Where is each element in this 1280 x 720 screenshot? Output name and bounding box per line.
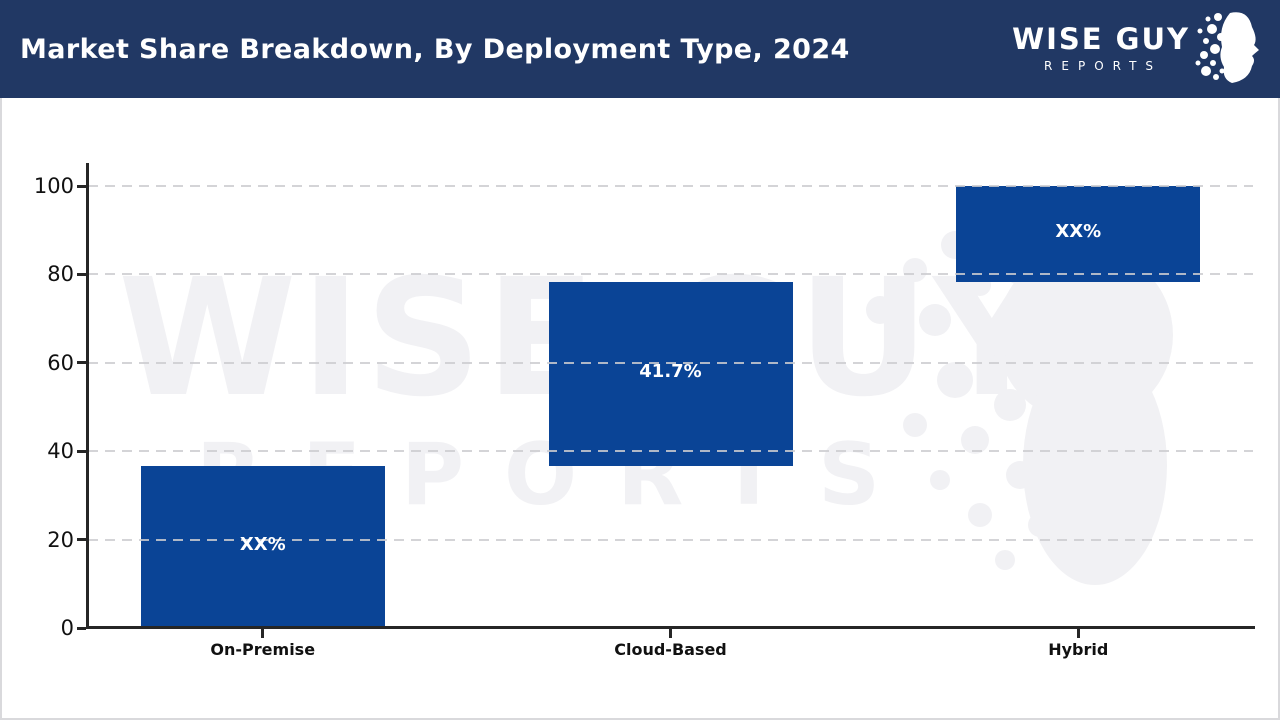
logo-head-icon [1195, 12, 1259, 83]
y-tick-label: 40 [47, 439, 74, 464]
y-tick [77, 272, 86, 276]
bar-value-label: 41.7% [639, 361, 702, 383]
bar-cloud-based [548, 281, 793, 467]
x-axis-line [88, 626, 1255, 629]
wiseguy-logo: WISE GUY REPORTS [1012, 7, 1266, 91]
gridline-100 [88, 185, 1253, 187]
x-tick [669, 629, 672, 638]
gridline-60 [88, 361, 1253, 364]
y-tick [77, 626, 86, 630]
y-tick [77, 184, 86, 188]
y-tick-label: 60 [47, 350, 74, 375]
y-tick [77, 449, 86, 453]
y-tick-label: 80 [47, 262, 74, 287]
header-bar: Market Share Breakdown, By Deployment Ty… [0, 0, 1280, 98]
bar-hybrid [956, 186, 1201, 282]
x-tick [261, 629, 265, 638]
y-tick [77, 538, 86, 542]
x-tick [1076, 629, 1080, 638]
logo-text: WISE GUY REPORTS [1012, 22, 1190, 74]
gridline-80 [88, 273, 1253, 276]
y-tick-label: 20 [47, 527, 74, 552]
page-title: Market Share Breakdown, By Deployment Ty… [20, 33, 850, 65]
y-axis-line [86, 163, 89, 629]
gridline-40 [88, 450, 1253, 453]
y-tick-label: 0 [60, 616, 74, 640]
y-tick-label: 100 [33, 174, 74, 198]
y-tick [77, 361, 86, 365]
bar-value-label: XX% [239, 534, 286, 556]
gridline-20 [88, 538, 1253, 541]
bar-value-label: XX% [1055, 220, 1102, 242]
category-label-hybrid: Hybrid [1048, 640, 1109, 659]
bar-on-premise [140, 466, 385, 628]
category-label-cloud-based: Cloud-Based [614, 640, 727, 659]
logo-wordmark: WISE GUY [1012, 22, 1190, 56]
category-label-on-premise: On-Premise [210, 640, 316, 659]
logo-subtext: REPORTS [1044, 59, 1163, 73]
